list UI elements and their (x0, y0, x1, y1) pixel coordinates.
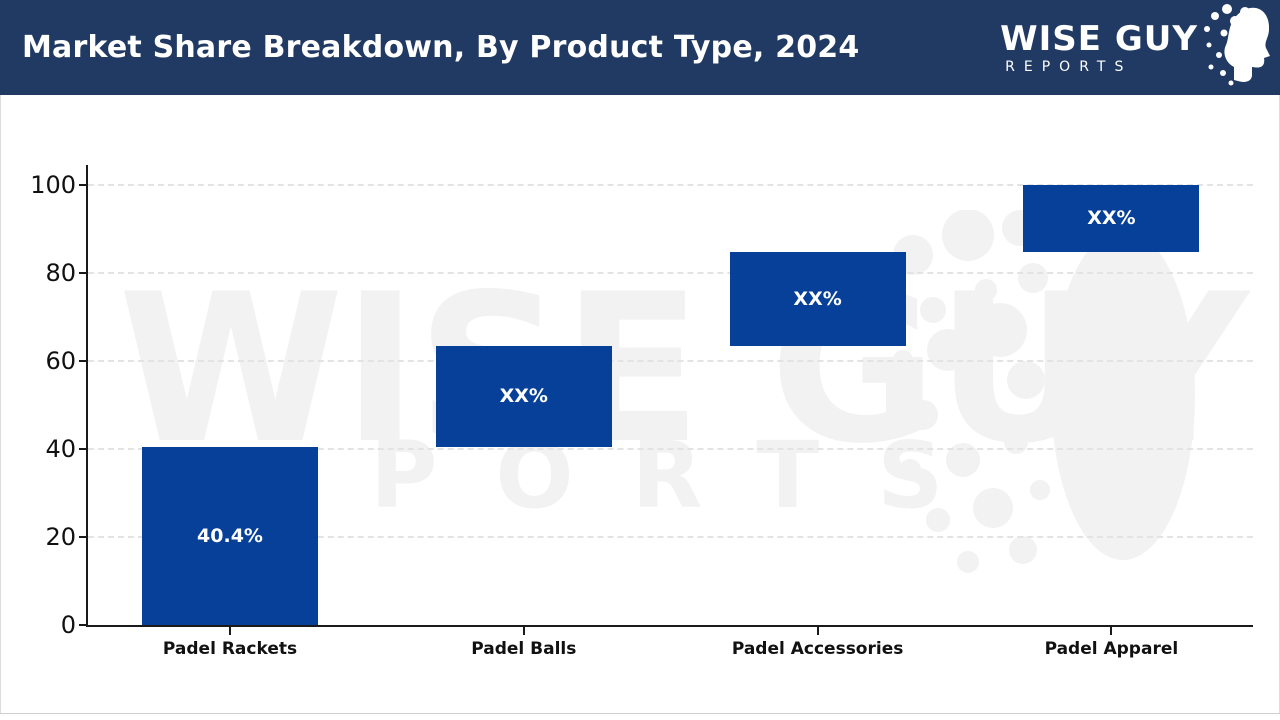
bar-padel-rackets: 40.4% (142, 447, 318, 625)
xtick-mark-padel-accessories (816, 627, 819, 635)
bar-padel-balls: XX% (435, 345, 612, 448)
bar-value-label-padel-accessories: XX% (793, 287, 842, 310)
ytick-label-60: 60 (45, 347, 76, 375)
ytick-mark-20 (79, 536, 88, 538)
gridline-20 (88, 536, 1253, 538)
chart-title: Market Share Breakdown, By Product Type,… (22, 30, 860, 65)
bar-padel-accessories: XX% (729, 251, 906, 346)
xtick-label-padel-apparel: Padel Apparel (1044, 639, 1179, 659)
ytick-label-100: 100 (30, 171, 76, 199)
logo-reports-text: REPORTS (1005, 58, 1133, 75)
xtick-mark-padel-apparel (1110, 627, 1113, 635)
bar-value-label-padel-apparel: XX% (1087, 207, 1136, 230)
bar-padel-apparel: XX% (1023, 185, 1200, 252)
xtick-mark-padel-balls (522, 627, 525, 635)
gridline-40 (88, 448, 1253, 450)
bar-value-label-padel-rackets: 40.4% (197, 525, 263, 548)
left-border (0, 95, 1, 713)
gridline-60 (88, 360, 1253, 362)
xtick-mark-padel-rackets (229, 627, 231, 635)
y-axis (86, 165, 88, 627)
wise-guy-logo: WISE GUY REPORTS (1000, 2, 1272, 94)
x-axis (86, 625, 1253, 627)
logo-wiseguy-text: WISE GUY (1000, 18, 1198, 59)
gridline-80 (88, 272, 1253, 274)
xtick-label-padel-rackets: Padel Rackets (162, 639, 298, 659)
logo-head-profile-icon (1204, 4, 1270, 86)
xtick-label-padel-accessories: Padel Accessories (731, 639, 904, 659)
xtick-label-padel-balls: Padel Balls (471, 639, 577, 659)
bottom-border (0, 713, 1280, 714)
ytick-mark-40 (79, 448, 88, 450)
logo-text: WISE GUY REPORTS (1000, 22, 1198, 75)
gridline-100 (88, 184, 1253, 186)
header: Market Share Breakdown, By Product Type,… (0, 0, 1280, 95)
ytick-label-0: 0 (60, 611, 76, 639)
ytick-mark-100 (79, 184, 88, 186)
ytick-label-40: 40 (45, 435, 76, 463)
ytick-label-80: 80 (45, 259, 76, 287)
ytick-mark-0 (79, 624, 88, 626)
ytick-mark-60 (79, 360, 88, 362)
ytick-label-20: 20 (45, 523, 76, 551)
ytick-mark-80 (79, 272, 88, 274)
watermark-head-profile-icon (893, 210, 1195, 573)
bar-value-label-padel-balls: XX% (499, 385, 548, 408)
